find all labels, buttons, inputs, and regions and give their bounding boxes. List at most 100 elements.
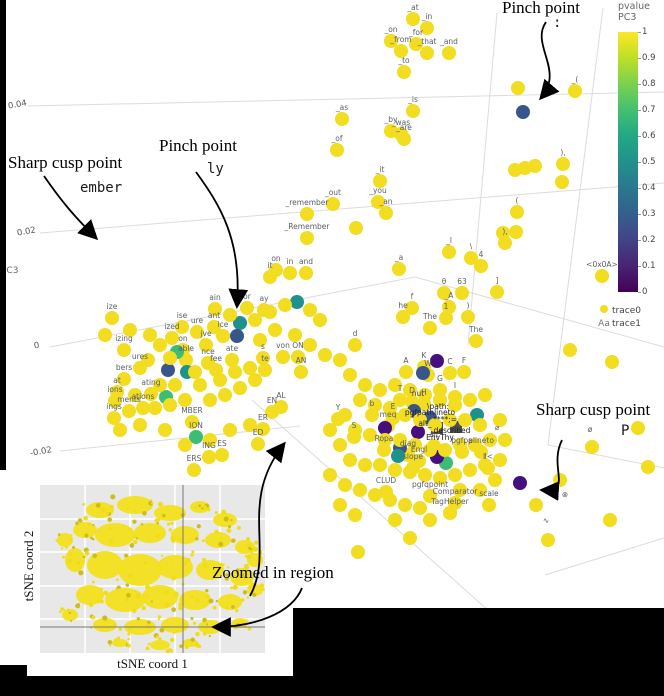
scatter-point[interactable] (276, 350, 290, 364)
scatter-point[interactable] (423, 513, 437, 527)
scatter-point[interactable] (528, 159, 542, 173)
scatter-point[interactable] (513, 476, 527, 490)
scatter-point[interactable] (433, 393, 447, 407)
scatter-point[interactable] (108, 394, 122, 408)
scatter-point[interactable] (473, 483, 487, 497)
legend-item-trace1[interactable]: Aa trace1 (596, 318, 641, 331)
scatter-point[interactable] (358, 378, 372, 392)
scatter-point[interactable] (153, 378, 167, 392)
scatter-point[interactable] (442, 245, 456, 259)
scatter-point[interactable] (496, 226, 510, 240)
scatter-point[interactable] (243, 361, 257, 375)
scatter-point[interactable] (383, 493, 397, 507)
scatter-point[interactable] (488, 473, 502, 487)
scatter-point[interactable] (123, 323, 137, 337)
scatter-point[interactable] (641, 460, 655, 474)
scatter-point[interactable] (373, 174, 387, 188)
scatter-point[interactable] (490, 285, 504, 299)
scatter-point[interactable] (453, 483, 467, 497)
scatter-point[interactable] (168, 378, 182, 392)
scatter-point[interactable] (313, 313, 327, 327)
scatter-point[interactable] (218, 388, 232, 402)
scatter-point[interactable] (371, 195, 385, 209)
scatter-point[interactable] (468, 438, 482, 452)
scatter-point[interactable] (263, 270, 277, 284)
scatter-point[interactable] (256, 351, 270, 365)
scatter-point[interactable] (333, 438, 347, 452)
scatter-point[interactable] (113, 423, 127, 437)
scatter-point[interactable] (603, 513, 617, 527)
scatter-point[interactable] (348, 508, 362, 522)
scatter-point[interactable] (203, 433, 217, 447)
scatter-point[interactable] (144, 387, 158, 401)
scatter-point[interactable] (498, 433, 512, 447)
scatter-point[interactable] (330, 143, 344, 157)
scatter-point[interactable] (510, 205, 524, 219)
scatter-point[interactable] (406, 104, 420, 118)
scatter-point[interactable] (233, 381, 247, 395)
scatter-point[interactable] (258, 363, 272, 377)
scatter-point[interactable] (326, 197, 340, 211)
scatter-point[interactable] (443, 506, 457, 520)
scatter-point[interactable] (438, 443, 452, 457)
scatter-point[interactable] (268, 323, 282, 337)
scatter-point[interactable] (478, 388, 492, 402)
scatter-point[interactable] (348, 338, 362, 352)
scatter-point[interactable] (98, 328, 112, 342)
scatter-point[interactable] (388, 378, 402, 392)
scatter-point[interactable] (403, 531, 417, 545)
scatter-point[interactable] (318, 348, 332, 362)
scatter-point[interactable] (373, 458, 387, 472)
scatter-point[interactable] (338, 478, 352, 492)
scatter-point[interactable] (253, 333, 267, 347)
scatter-point[interactable] (303, 303, 317, 317)
scatter-point[interactable] (333, 353, 347, 367)
scatter-point[interactable] (397, 132, 411, 146)
scatter-point[interactable] (555, 175, 569, 189)
scatter-point[interactable] (343, 453, 357, 467)
scatter-point[interactable] (483, 433, 497, 447)
scatter-point[interactable] (416, 366, 430, 380)
scatter-point[interactable] (373, 383, 387, 397)
scatter-point[interactable] (353, 483, 367, 497)
scatter-point[interactable] (541, 533, 555, 547)
scatter-point[interactable] (420, 46, 434, 60)
scatter-point[interactable] (240, 301, 254, 315)
scatter-point[interactable] (408, 438, 422, 452)
legend[interactable]: trace0 Aa trace1 (596, 305, 641, 331)
scatter-point[interactable] (458, 413, 472, 427)
scatter-point[interactable] (430, 354, 444, 368)
scatter-point[interactable] (443, 413, 457, 427)
scatter-point[interactable] (188, 365, 202, 379)
scatter-point[interactable] (403, 465, 417, 479)
scatter-point[interactable] (143, 328, 157, 342)
scatter-point[interactable] (213, 373, 227, 387)
scatter-point[interactable] (165, 331, 179, 345)
scatter-point[interactable] (163, 398, 177, 412)
scatter-point[interactable] (133, 418, 147, 432)
scatter-point[interactable] (433, 383, 447, 397)
scatter-point[interactable] (442, 300, 456, 314)
scatter-point[interactable] (448, 398, 462, 412)
scatter-point[interactable] (368, 398, 382, 412)
scatter-point[interactable] (294, 365, 308, 379)
scatter-point[interactable] (403, 383, 417, 397)
scatter-point[interactable] (265, 405, 279, 419)
scatter-point[interactable] (107, 411, 121, 425)
scatter-point[interactable] (455, 286, 469, 300)
scatter-point[interactable] (136, 401, 150, 415)
scatter-point[interactable] (418, 388, 432, 402)
scatter-point[interactable] (178, 393, 192, 407)
scatter-point[interactable] (323, 468, 337, 482)
scatter-point[interactable] (122, 404, 136, 418)
scatter-point[interactable] (141, 353, 155, 367)
scatter-point[interactable] (568, 84, 582, 98)
scatter-point[interactable] (290, 295, 304, 309)
scatter-point[interactable] (251, 437, 265, 451)
scatter-point[interactable] (300, 231, 314, 245)
scatter-point[interactable] (190, 325, 204, 339)
scatter-point[interactable] (343, 368, 357, 382)
scatter-point[interactable] (433, 471, 447, 485)
scatter-point[interactable] (378, 421, 392, 435)
